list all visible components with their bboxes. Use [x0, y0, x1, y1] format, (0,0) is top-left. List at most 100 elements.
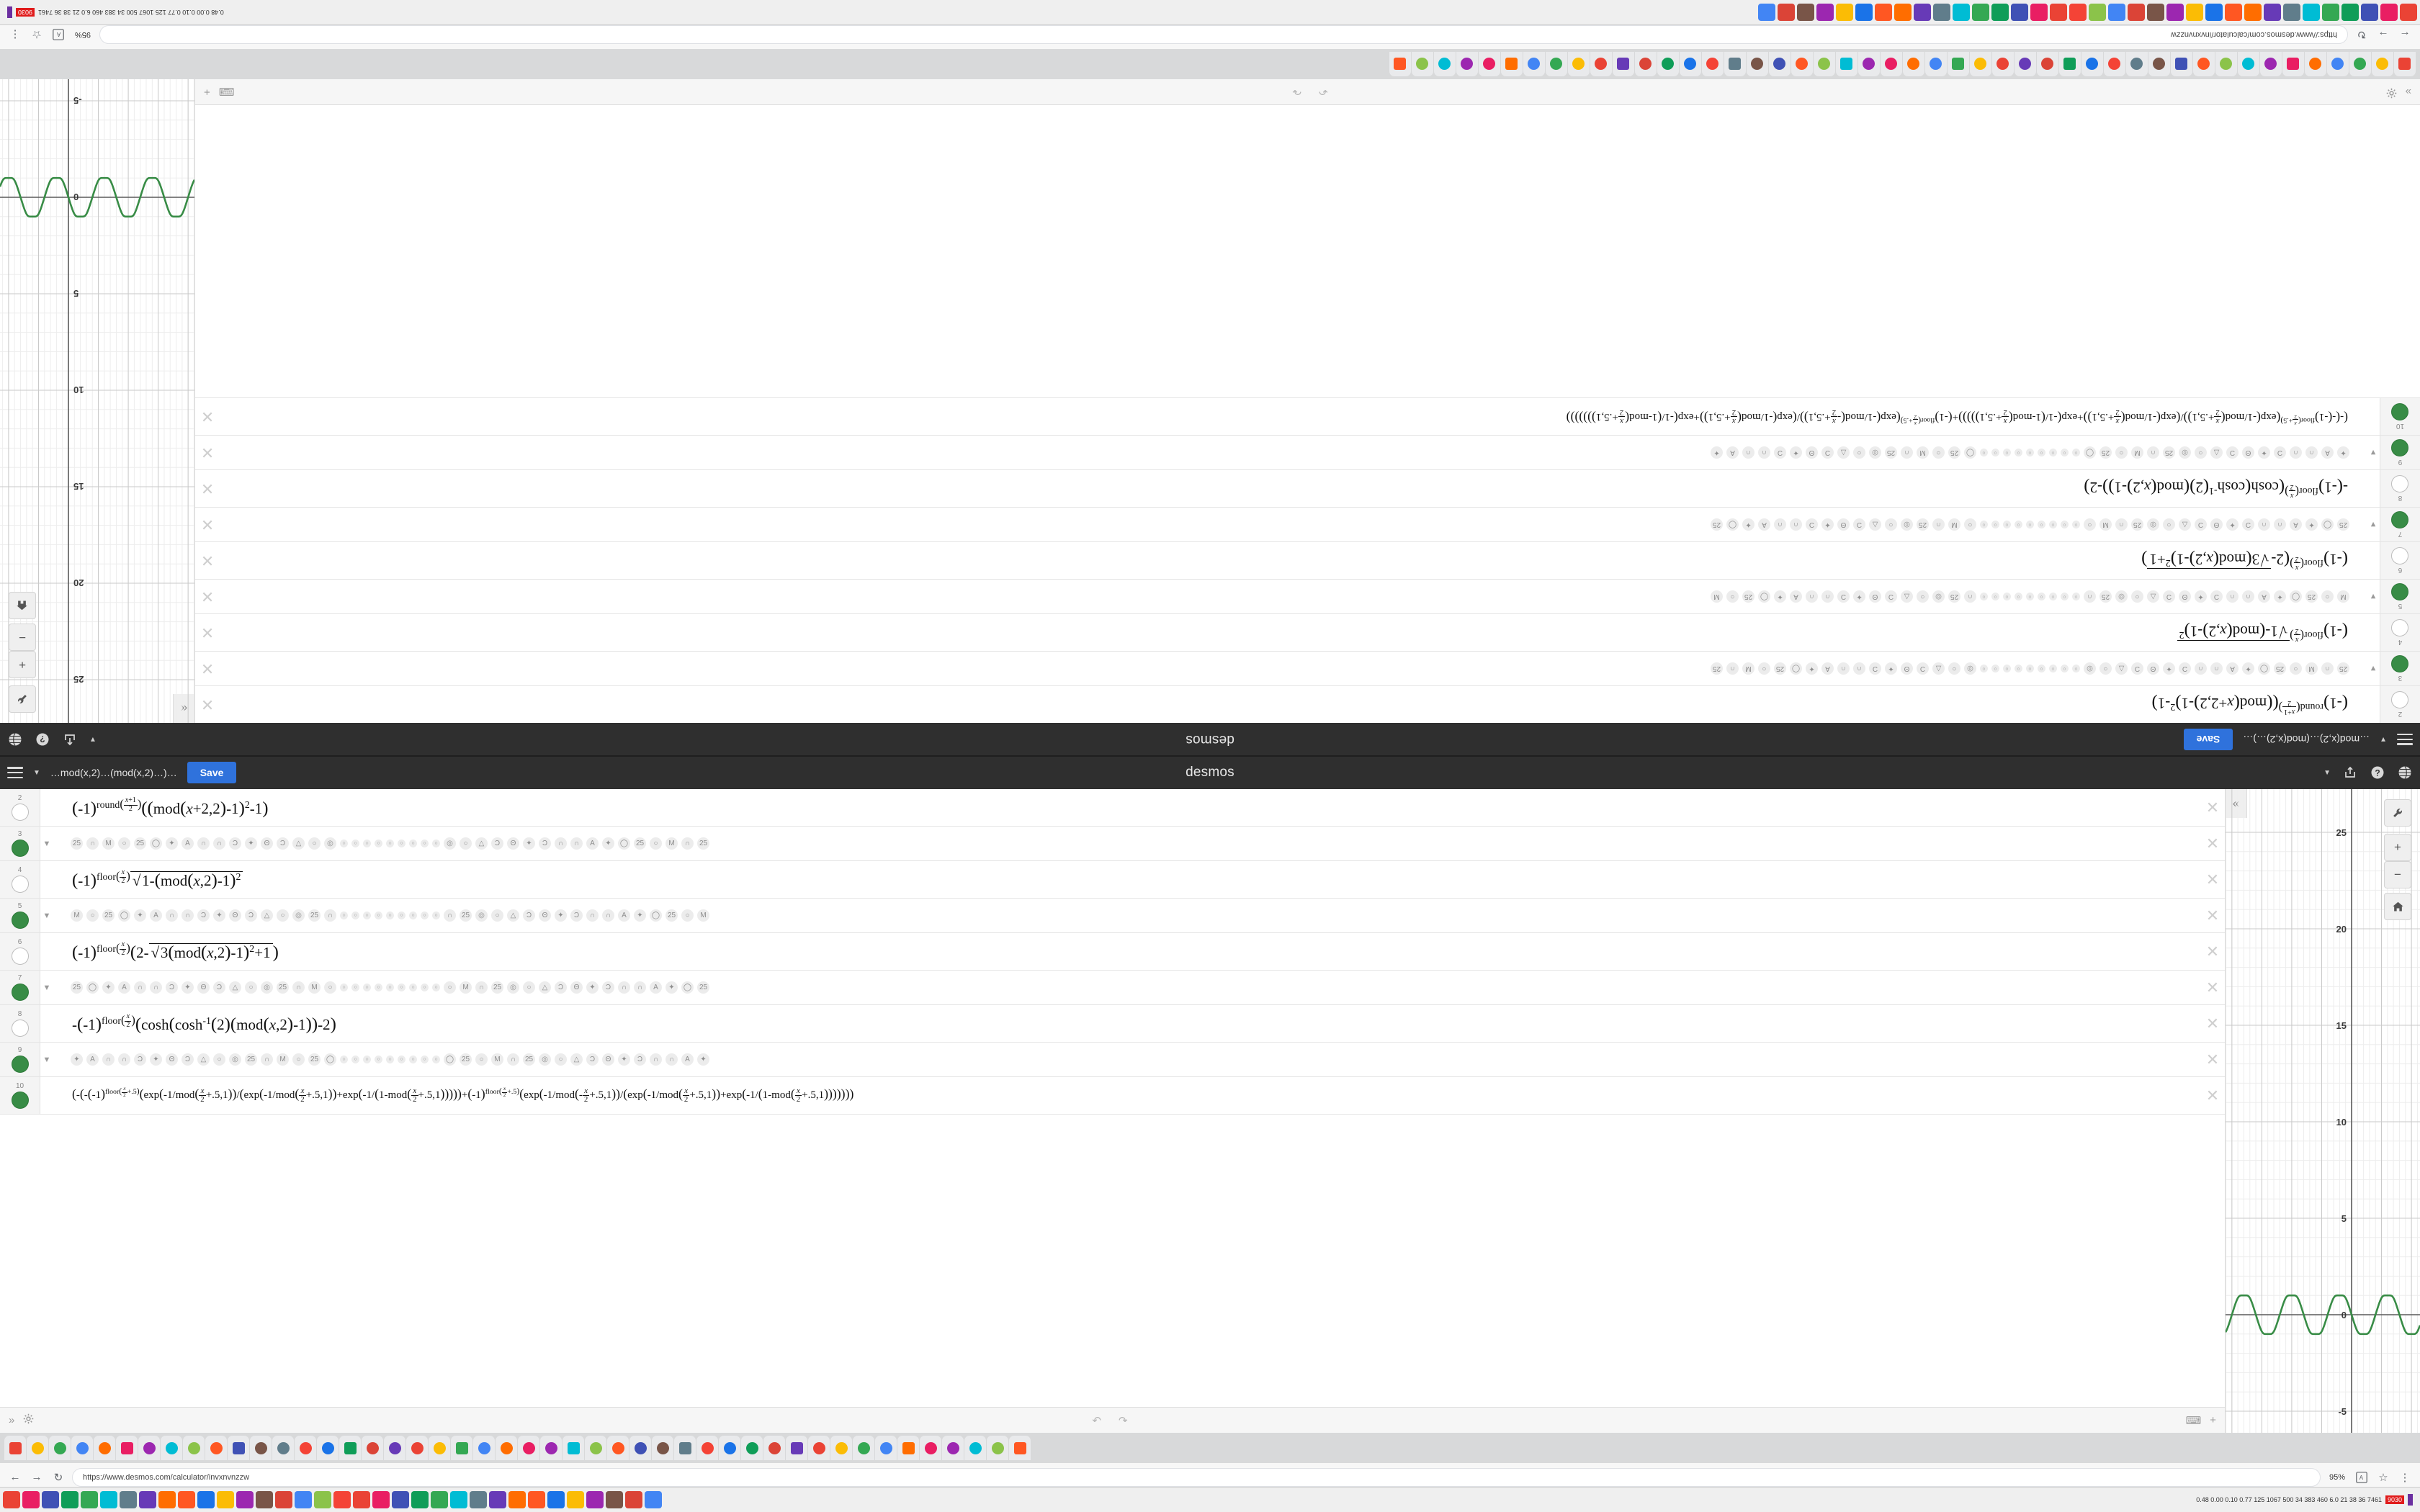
browser-tab[interactable] — [2171, 52, 2192, 76]
expression-slider-row[interactable]: Μ ○ 25 ◯ ✦ Α ∩ ∩ Ɔ ✦ Θ Ɔ △ ○ ◎ 25 ∩ ○ ○ ○ ○ ○ ○ ○ ○ ○ ∩ 25 ◎ ○ △ Ɔ Θ ✦ Ɔ ∩ ∩… — [220, 590, 2367, 603]
expression-row-gutter[interactable]: 7 — [0, 971, 40, 1004]
browser-tab[interactable] — [2327, 52, 2349, 76]
taskbar-app-icon[interactable] — [625, 1491, 642, 1508]
browser-tab[interactable] — [272, 1436, 294, 1460]
share-icon-mirror[interactable] — [62, 732, 78, 747]
delete-expression-icon[interactable]: ✕ — [200, 480, 215, 498]
expression-row-gutter[interactable]: 3 — [0, 827, 40, 860]
expression-row[interactable]: 5 ▼ Μ ○ 25 ◯ ✦ Α ∩ ∩ Ɔ ✦ Θ Ɔ △ ○ ◎ 25 ∩ ○ ○ ○ ○ ○ ○ ○ ○ ○ ∩ 25 ◎ ○ △ Ɔ Θ ✦ Ɔ… — [195, 579, 2420, 613]
browser-tab[interactable] — [674, 1436, 696, 1460]
taskbar-app-icon[interactable] — [3, 1491, 20, 1508]
reload-icon-mirror[interactable]: ↻ — [2357, 28, 2367, 41]
expression-row-gutter[interactable]: 3 — [2380, 652, 2420, 685]
browser-tab[interactable] — [362, 1436, 383, 1460]
expression-expand-arrow[interactable]: ▼ — [42, 1055, 51, 1064]
browser-tab[interactable] — [1657, 52, 1679, 76]
expression-row[interactable]: 9 ▼ ✦ Α ∩ ∩ Ɔ ✦ Θ Ɔ △ ○ ◎ 25 ∩ Μ ○ 25 ◯ ○ ○ ○ ○ ○ ○ ○ ○ ○ ◯ 25 ○ Μ ∩ 25 ◎ ○… — [195, 435, 2420, 469]
taskbar-app-icon[interactable] — [586, 1491, 604, 1508]
browser-tab[interactable] — [2215, 52, 2237, 76]
expression-slider-row[interactable]: 25 ∩ Μ ○ 25 ◯ ✦ Α ∩ ∩ Ɔ ✦ Θ Ɔ △ ○ ◎ ○ ○ ○ ○ ○ ○ ○ ○ ○ ◎ ○ △ Ɔ Θ ✦ Ɔ ∩ ∩ Α ✦ ◯… — [53, 837, 2200, 850]
taskbar-app-icon[interactable] — [645, 1491, 662, 1508]
browser-tab[interactable] — [808, 1436, 830, 1460]
browser-tab[interactable] — [585, 1436, 606, 1460]
taskbar-app-icon[interactable] — [2166, 4, 2184, 21]
taskbar-app-icon[interactable] — [2011, 4, 2028, 21]
browser-tab[interactable] — [339, 1436, 361, 1460]
browser-tab[interactable] — [2394, 52, 2416, 76]
delete-expression-icon[interactable]: ✕ — [200, 516, 215, 534]
taskbar-app-icon[interactable] — [2244, 4, 2262, 21]
expression-slider-row[interactable]: Μ ○ 25 ◯ ✦ Α ∩ ∩ Ɔ ✦ Θ Ɔ △ ○ ◎ 25 ∩ ○ ○ ○ ○ ○ ○ ○ ○ ○ ∩ 25 ◎ ○ △ Ɔ Θ ✦ Ɔ ∩ ∩… — [53, 909, 2200, 922]
wrench-icon-mirror[interactable] — [9, 685, 36, 713]
browser-tab[interactable] — [719, 1436, 740, 1460]
delete-expression-icon[interactable]: ✕ — [200, 444, 215, 462]
expression-slider-row[interactable]: 25 ◯ ✦ Α ∩ ∩ Ɔ ✦ Θ Ɔ △ ○ ◎ 25 ∩ Μ ○ ○ ○ ○ ○ ○ ○ ○ ○ ○ ○ Μ ∩ 25 ◎ ○ △ Ɔ Θ ✦ Ɔ… — [53, 981, 2200, 994]
star-icon[interactable]: ☆ — [2378, 1471, 2388, 1484]
browser-tab[interactable] — [2037, 52, 2058, 76]
browser-tab[interactable] — [1412, 52, 1433, 76]
taskbar-app-icon[interactable] — [2128, 4, 2145, 21]
browser-tab[interactable] — [1613, 52, 1634, 76]
delete-expression-icon[interactable]: ✕ — [2205, 870, 2220, 888]
taskbar-app-icon[interactable] — [606, 1491, 623, 1508]
expression-row-gutter[interactable]: 2 — [2380, 686, 2420, 723]
browser-tab[interactable] — [1009, 1436, 1031, 1460]
expression-row-gutter[interactable]: 8 — [0, 1005, 40, 1042]
expression-row[interactable]: 7 ▼ 25 ◯ ✦ Α ∩ ∩ Ɔ ✦ Θ Ɔ △ ○ ◎ 25 ∩ Μ ○ ○ ○ ○ ○ ○ ○ ○ ○ ○ ○ Μ ∩ 25 ◎ ○ △ Ɔ Θ… — [0, 971, 2225, 1005]
graph-title[interactable]: …mod(x,2)…(mod(x,2)…)… — [50, 767, 177, 778]
taskbar-app-icon[interactable] — [1855, 4, 1873, 21]
expression-visibility-toggle[interactable] — [11, 984, 29, 1001]
browser-tab[interactable] — [429, 1436, 450, 1460]
browser-tab[interactable] — [786, 1436, 807, 1460]
zoom-in-button-mirror[interactable]: + — [9, 651, 36, 678]
delete-expression-icon[interactable]: ✕ — [2205, 942, 2220, 960]
taskbar-app-icon[interactable] — [431, 1491, 448, 1508]
taskbar-app-icon[interactable] — [2030, 4, 2048, 21]
expression-slider-row[interactable]: ✦ Α ∩ ∩ Ɔ ✦ Θ Ɔ △ ○ ◎ 25 ∩ Μ ○ 25 ◯ ○ ○ ○ ○ ○ ○ ○ ○ ○ ◯ 25 ○ Μ ∩ 25 ◎ ○ △ Ɔ… — [220, 446, 2367, 459]
expression-expand-arrow[interactable]: ▼ — [42, 839, 51, 848]
chevron-down-icon-right[interactable]: ▼ — [2323, 768, 2331, 777]
expression-row-gutter[interactable]: 7 — [2380, 508, 2420, 541]
delete-expression-icon[interactable]: ✕ — [200, 408, 215, 426]
taskbar-app-icon[interactable] — [2283, 4, 2300, 21]
taskbar-app-icon[interactable] — [2069, 4, 2087, 21]
chevron-down-icon-mirror[interactable]: ▼ — [2380, 735, 2387, 744]
browser-tab[interactable] — [2238, 52, 2259, 76]
browser-tab[interactable] — [161, 1436, 182, 1460]
browser-tab[interactable] — [1434, 52, 1456, 76]
browser-tab[interactable] — [205, 1436, 227, 1460]
taskbar-app-icon[interactable] — [1797, 4, 1814, 21]
expression-visibility-toggle[interactable] — [11, 1020, 29, 1037]
browser-tab[interactable] — [1479, 52, 1500, 76]
expression-expand-arrow[interactable]: ▼ — [2369, 664, 2378, 673]
share-icon[interactable] — [2342, 765, 2358, 780]
taskbar-app-icon[interactable] — [158, 1491, 176, 1508]
browser-tab[interactable] — [250, 1436, 272, 1460]
taskbar-app-icon[interactable] — [508, 1491, 526, 1508]
browser-tab[interactable] — [49, 1436, 71, 1460]
taskbar-app-icon[interactable] — [197, 1491, 215, 1508]
browser-tab-strip[interactable] — [0, 1433, 2420, 1463]
expression-row-gutter[interactable]: 9 — [2380, 436, 2420, 469]
browser-tab[interactable] — [2126, 52, 2148, 76]
taskbar-app-icon[interactable] — [333, 1491, 351, 1508]
browser-tab[interactable] — [2305, 52, 2326, 76]
browser-tab[interactable] — [295, 1436, 316, 1460]
taskbar-app-icon[interactable] — [236, 1491, 254, 1508]
browser-tab[interactable] — [496, 1436, 517, 1460]
expression-expand-arrow[interactable]: ▼ — [42, 983, 51, 992]
expression-row-gutter[interactable]: 4 — [0, 861, 40, 898]
expression-visibility-toggle[interactable] — [2391, 583, 2409, 600]
taskbar-app-icon[interactable] — [1933, 4, 1950, 21]
expression-visibility-toggle[interactable] — [2391, 691, 2409, 708]
expression-row-gutter[interactable]: 6 — [2380, 542, 2420, 579]
hamburger-menu-icon-mirror[interactable] — [2397, 734, 2413, 745]
taskbar-app-icon[interactable] — [392, 1491, 409, 1508]
browser-tab[interactable] — [897, 1436, 919, 1460]
browser-tab[interactable] — [1992, 52, 2014, 76]
browser-tab[interactable] — [1546, 52, 1567, 76]
browser-tab[interactable] — [94, 1436, 115, 1460]
expression-visibility-toggle[interactable] — [11, 876, 29, 893]
